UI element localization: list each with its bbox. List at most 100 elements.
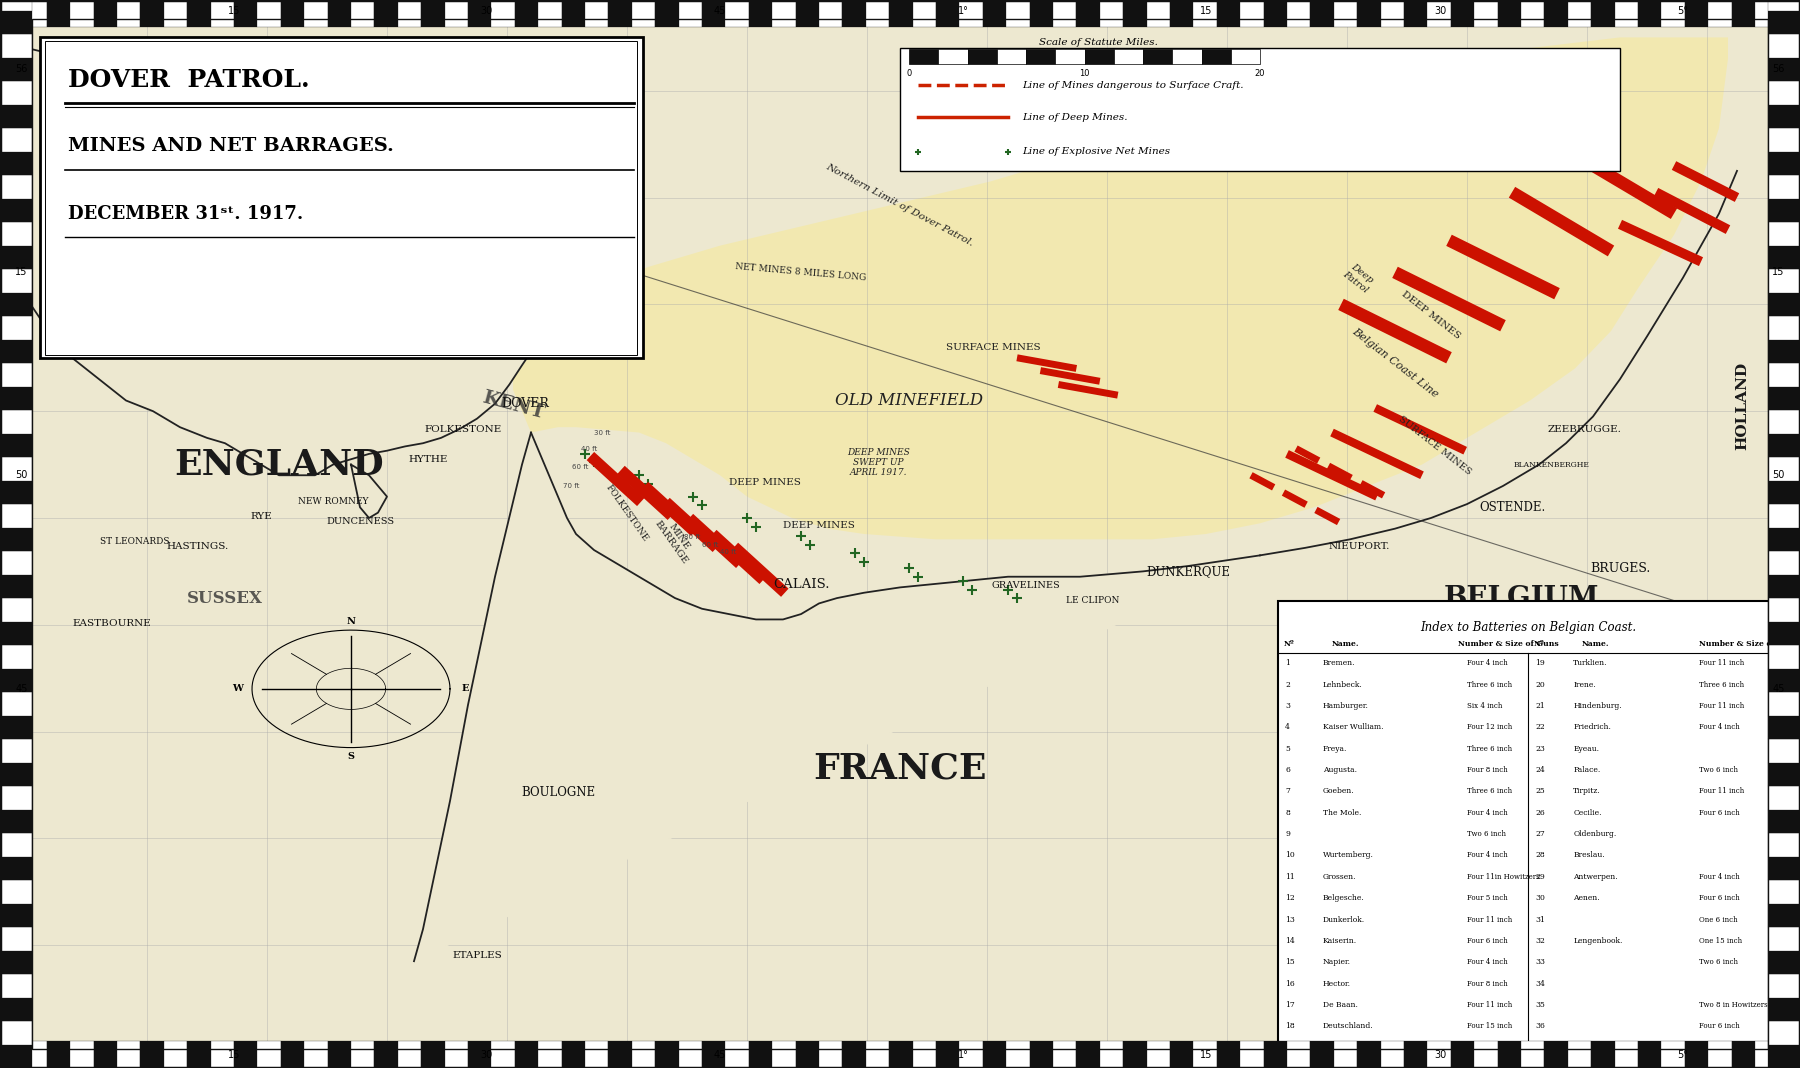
- Bar: [1768, 11, 1800, 34]
- Text: 45: 45: [1773, 684, 1784, 694]
- Bar: [94, 1041, 117, 1068]
- Text: 30: 30: [481, 1050, 491, 1061]
- Bar: [0, 551, 32, 575]
- Bar: [1768, 1021, 1800, 1045]
- Text: RICHBOROUGH: RICHBOROUGH: [434, 241, 509, 250]
- Bar: [0, 0, 32, 11]
- Text: Four 11 inch: Four 11 inch: [1699, 702, 1744, 710]
- Text: ENGLAND: ENGLAND: [175, 447, 383, 482]
- Text: 7: 7: [1285, 787, 1291, 796]
- Text: 45: 45: [715, 1050, 725, 1061]
- Text: Napier.: Napier.: [1323, 958, 1352, 967]
- Text: NIEUPORT.: NIEUPORT.: [1328, 543, 1390, 551]
- Bar: [328, 0, 351, 27]
- Polygon shape: [414, 433, 1260, 961]
- Bar: [900, 48, 1620, 171]
- Bar: [1755, 1041, 1778, 1068]
- Bar: [0, 763, 32, 786]
- Bar: [0, 481, 32, 504]
- Text: 15: 15: [16, 267, 27, 278]
- Bar: [959, 1041, 983, 1068]
- Text: NET MINES 8 MILES LONG: NET MINES 8 MILES LONG: [734, 262, 868, 283]
- Bar: [1123, 1041, 1147, 1068]
- Text: Four 8 inch: Four 8 inch: [1467, 766, 1508, 774]
- Text: 30 ft: 30 ft: [594, 429, 610, 436]
- Bar: [608, 1041, 632, 1068]
- Text: 27: 27: [1535, 830, 1544, 838]
- Bar: [445, 0, 468, 27]
- Text: Oldenburg.: Oldenburg.: [1573, 830, 1616, 838]
- Bar: [1287, 1041, 1310, 1068]
- Bar: [257, 0, 281, 27]
- Bar: [1310, 1041, 1334, 1068]
- Text: Wurtemberg.: Wurtemberg.: [1323, 851, 1373, 860]
- Text: Two 8 in Howitzers: Two 8 in Howitzers: [1699, 1001, 1768, 1009]
- Bar: [445, 1041, 468, 1068]
- Text: 15: 15: [229, 1050, 239, 1061]
- Bar: [0, 810, 32, 833]
- Bar: [1123, 0, 1147, 27]
- Bar: [909, 49, 938, 64]
- Text: SURFACE MINES: SURFACE MINES: [947, 343, 1040, 351]
- Bar: [1076, 1041, 1100, 1068]
- Text: 12: 12: [1285, 894, 1294, 902]
- Bar: [585, 1041, 608, 1068]
- Bar: [1768, 692, 1800, 716]
- Bar: [1264, 0, 1287, 27]
- Bar: [421, 1041, 445, 1068]
- Bar: [1076, 0, 1100, 27]
- Bar: [0, 1021, 32, 1045]
- Bar: [1202, 49, 1231, 64]
- Bar: [23, 0, 47, 27]
- Bar: [1778, 1041, 1800, 1068]
- Bar: [117, 1041, 140, 1068]
- Text: Lengenbook.: Lengenbook.: [1573, 937, 1622, 945]
- Bar: [1732, 1041, 1755, 1068]
- Text: 30: 30: [1435, 1050, 1445, 1061]
- Text: 9: 9: [1285, 830, 1291, 838]
- Text: Four 11 inch: Four 11 inch: [1699, 659, 1744, 668]
- Text: 3: 3: [1285, 702, 1291, 710]
- Text: RAMSGATE: RAMSGATE: [477, 209, 538, 218]
- Bar: [374, 0, 398, 27]
- Bar: [983, 0, 1006, 27]
- Bar: [1544, 0, 1568, 27]
- Bar: [1172, 49, 1202, 64]
- Polygon shape: [513, 37, 1728, 539]
- Bar: [1404, 1041, 1427, 1068]
- Text: Four 4 inch: Four 4 inch: [1467, 958, 1508, 967]
- Bar: [0, 434, 32, 457]
- Text: Grossen.: Grossen.: [1323, 873, 1357, 881]
- Text: Turklien.: Turklien.: [1573, 659, 1607, 668]
- Bar: [1768, 58, 1800, 81]
- Bar: [1334, 1041, 1357, 1068]
- Bar: [1778, 0, 1800, 27]
- Text: Cecilie.: Cecilie.: [1573, 808, 1602, 817]
- Bar: [281, 1041, 304, 1068]
- Text: SURFACE MINES: SURFACE MINES: [1397, 414, 1472, 476]
- Text: 16: 16: [1285, 979, 1294, 988]
- Text: 2: 2: [1285, 680, 1291, 689]
- Text: 15: 15: [1201, 1050, 1211, 1061]
- Bar: [749, 0, 772, 27]
- Text: Three 6 inch: Three 6 inch: [1467, 787, 1512, 796]
- Bar: [1768, 551, 1800, 575]
- Bar: [1768, 575, 1800, 598]
- Bar: [0, 175, 32, 199]
- Text: Four 11 inch: Four 11 inch: [1699, 787, 1744, 796]
- Bar: [983, 1041, 1006, 1068]
- Text: Hindenburg.: Hindenburg.: [1573, 702, 1622, 710]
- Bar: [0, 199, 32, 222]
- Bar: [1521, 1041, 1544, 1068]
- Text: Belgesche.: Belgesche.: [1323, 894, 1364, 902]
- Bar: [47, 0, 70, 27]
- Bar: [655, 0, 679, 27]
- Text: Three 6 inch: Three 6 inch: [1699, 680, 1744, 689]
- Bar: [1287, 0, 1310, 27]
- Text: Scale of Statute Miles.: Scale of Statute Miles.: [1039, 38, 1157, 47]
- Text: FOLKESTONE: FOLKESTONE: [425, 425, 500, 434]
- Bar: [140, 1041, 164, 1068]
- Bar: [1427, 1041, 1451, 1068]
- Bar: [1768, 81, 1800, 105]
- Text: 4: 4: [1285, 723, 1291, 732]
